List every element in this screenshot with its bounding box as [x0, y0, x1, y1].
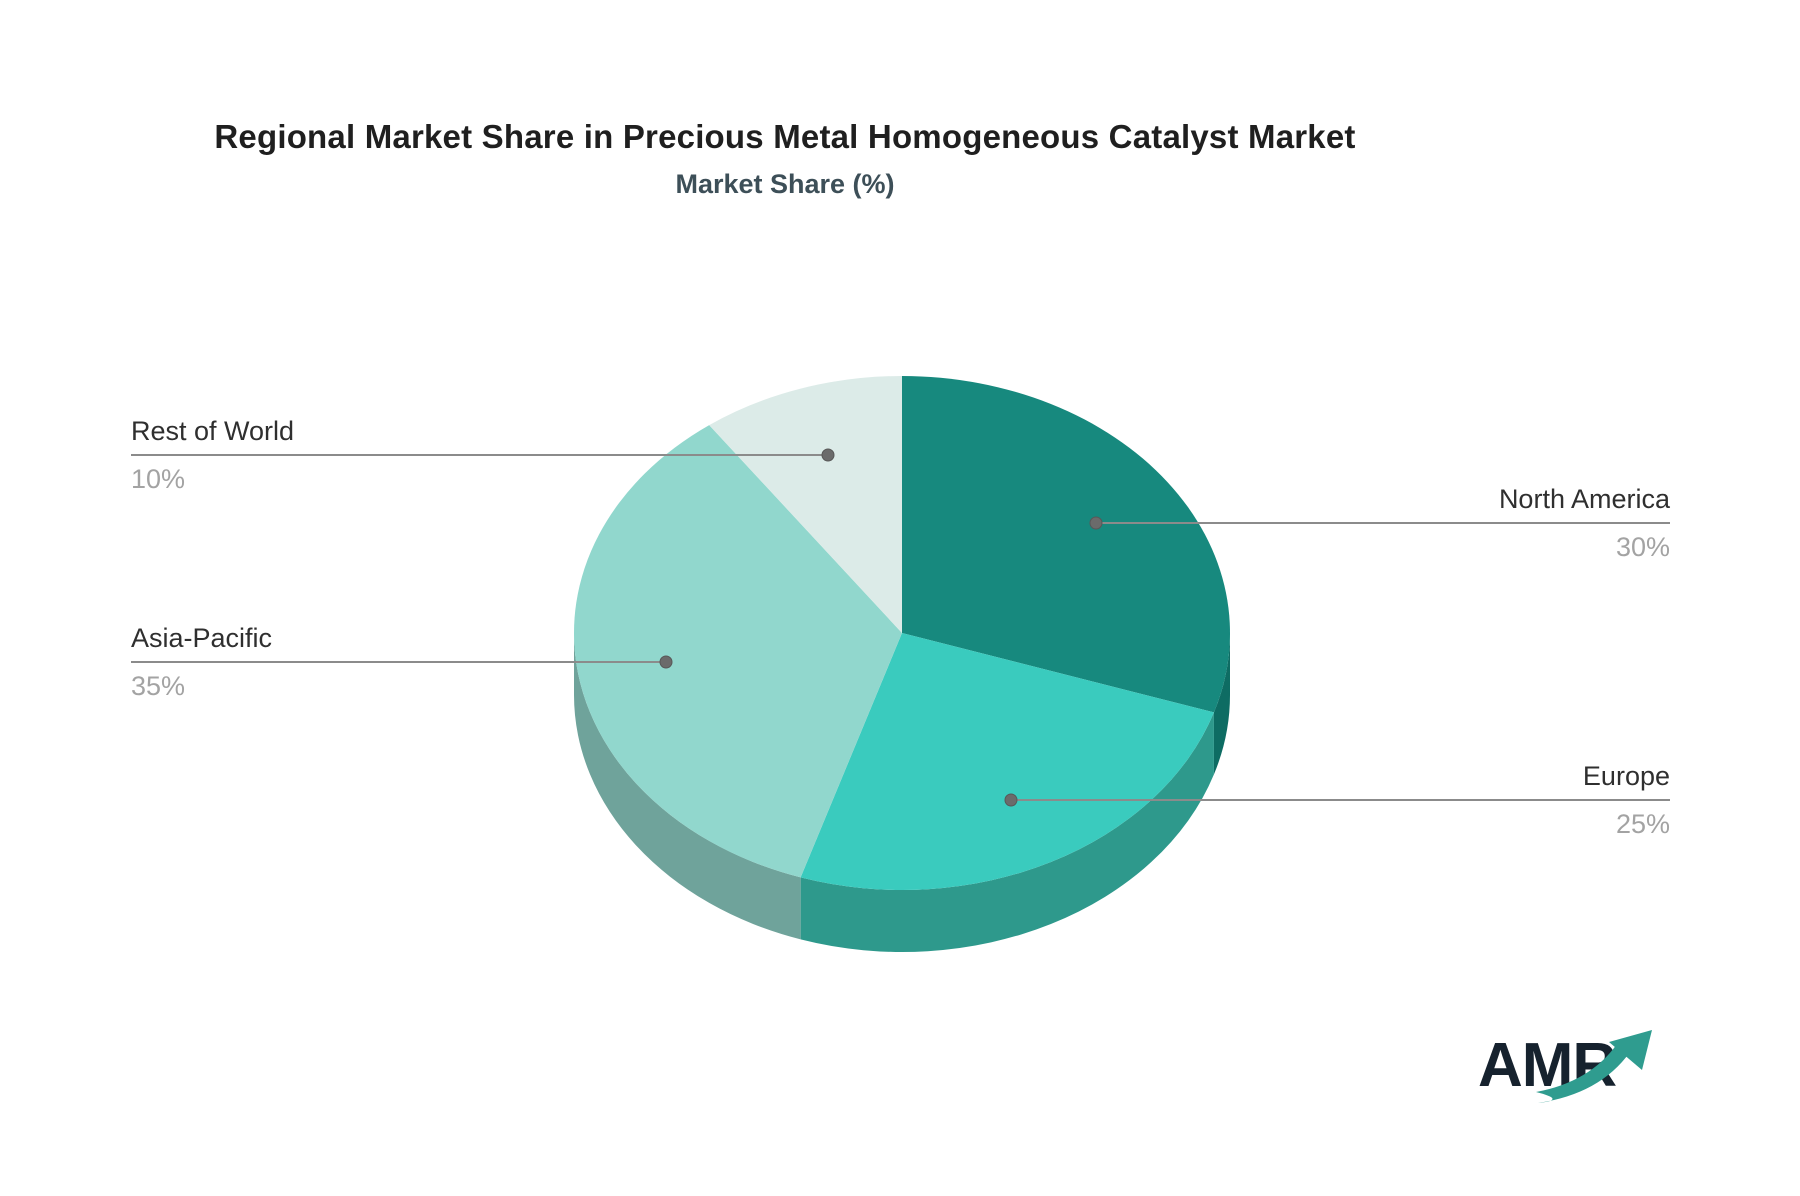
connector-dot: [1089, 516, 1103, 530]
connector-dot: [659, 655, 673, 669]
connector-dot: [821, 448, 835, 462]
growth-arrow-icon: [1536, 1030, 1652, 1103]
amr-logo-text: AMR: [1478, 1031, 1617, 1100]
amr-logo: AMR: [1478, 1030, 1728, 1140]
slice-value-label: 25%: [1615, 809, 1670, 839]
pie-slice-europe[interactable]: [800, 633, 1214, 890]
slice-value-label: 30%: [1615, 532, 1670, 562]
connector-dot: [1004, 793, 1018, 807]
slice-label: Asia-Pacific: [131, 623, 273, 653]
slice-label: North America: [1498, 484, 1670, 514]
pie-slice-asia-pacific[interactable]: [573, 425, 902, 878]
slice-label: Europe: [1582, 761, 1670, 791]
pie-slice-north-america[interactable]: [902, 376, 1230, 713]
pie-slice-side-north-america: [1213, 633, 1230, 775]
slice-label: Rest of World: [131, 416, 295, 446]
pie-slice-rest-of-world[interactable]: [709, 376, 902, 633]
pie-slice-side-europe: [800, 712, 1214, 952]
slice-value-label: 35%: [131, 671, 186, 701]
slice-value-label: 10%: [131, 464, 186, 494]
pie-slice-side-asia-pacific: [574, 633, 801, 940]
